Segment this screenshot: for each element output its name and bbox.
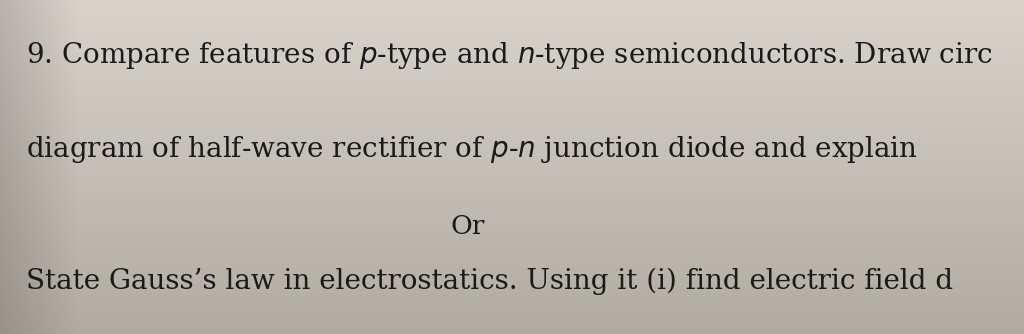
Text: diagram of half-wave rectifier of $p$-$n$ junction diode and explain: diagram of half-wave rectifier of $p$-$n…	[26, 134, 918, 165]
Text: Or: Or	[451, 214, 485, 239]
Text: 9. Compare features of $p$-type and $n$-type semiconductors. Draw circ: 9. Compare features of $p$-type and $n$-…	[26, 40, 992, 71]
Text: State Gauss’s law in electrostatics. Using it (i) find electric field d: State Gauss’s law in electrostatics. Usi…	[26, 267, 952, 295]
